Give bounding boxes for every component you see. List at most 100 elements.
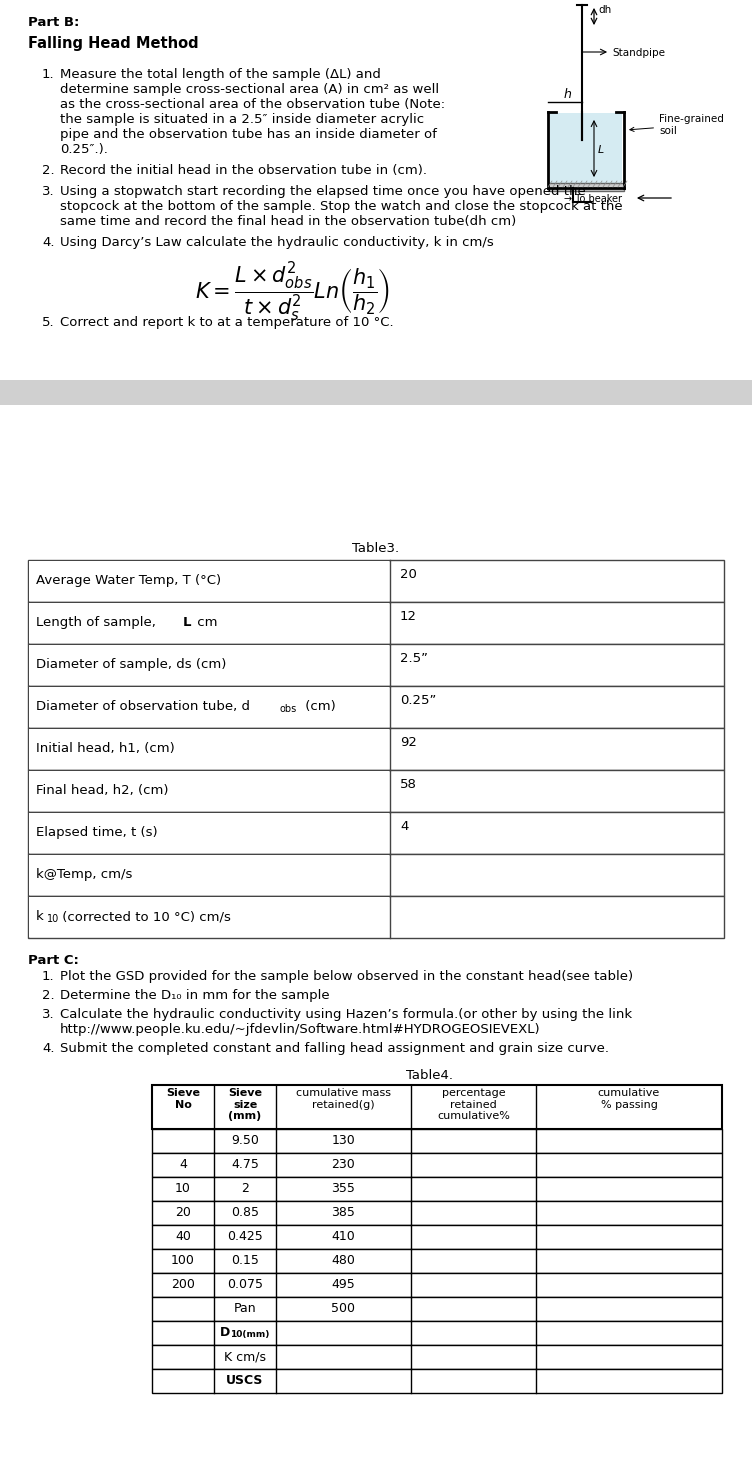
- Text: same time and record the final head in the observation tube(dh cm): same time and record the final head in t…: [60, 216, 517, 229]
- Bar: [152, 1129, 722, 1152]
- Text: Using Darcy’s Law calculate the hydraulic conductivity, k in cm/s: Using Darcy’s Law calculate the hydrauli…: [60, 236, 494, 249]
- Text: 0.85: 0.85: [231, 1207, 259, 1220]
- Text: 9.50: 9.50: [231, 1135, 259, 1146]
- Text: 10: 10: [47, 913, 59, 924]
- Text: 92: 92: [400, 736, 417, 749]
- Bar: [548, 183, 624, 191]
- Text: Average Water Temp, T (°C): Average Water Temp, T (°C): [36, 575, 221, 586]
- Text: http://www.people.ku.edu/~jfdevlin/Software.html#HYDROGEOSIEVEXL): http://www.people.ku.edu/~jfdevlin/Softw…: [60, 1023, 541, 1036]
- Text: h: h: [564, 88, 572, 101]
- Text: Record the initial head in the observation tube in (cm).: Record the initial head in the observati…: [60, 164, 427, 177]
- Bar: [550, 113, 622, 188]
- Text: Part C:: Part C:: [28, 954, 79, 968]
- Text: 3.: 3.: [42, 185, 55, 198]
- Bar: [29, 897, 389, 937]
- Text: Determine the D₁₀ in mm for the sample: Determine the D₁₀ in mm for the sample: [60, 990, 329, 1001]
- Text: $K = \dfrac{L \times d^2_{obs}}{t \times d^2_s} Ln\left(\dfrac{h_1}{h_2}\right)$: $K = \dfrac{L \times d^2_{obs}}{t \times…: [195, 261, 390, 324]
- Text: USCS: USCS: [226, 1374, 264, 1387]
- Text: Pan: Pan: [234, 1302, 256, 1315]
- Text: 0.25″.).: 0.25″.).: [60, 144, 108, 155]
- Bar: [28, 644, 724, 686]
- Text: Falling Head Method: Falling Head Method: [28, 37, 199, 51]
- Text: K cm/s: K cm/s: [224, 1350, 266, 1363]
- Text: pipe and the observation tube has an inside diameter of: pipe and the observation tube has an ins…: [60, 128, 437, 141]
- Text: k: k: [36, 910, 44, 924]
- Text: obs: obs: [280, 704, 297, 714]
- Text: Diameter of sample, ds (cm): Diameter of sample, ds (cm): [36, 658, 226, 671]
- Bar: [28, 855, 724, 896]
- Text: Final head, h2, (cm): Final head, h2, (cm): [36, 784, 168, 798]
- Text: Plot the GSD provided for the sample below observed in the constant head(see tab: Plot the GSD provided for the sample bel…: [60, 970, 633, 984]
- Text: 10(mm): 10(mm): [230, 1330, 269, 1338]
- Text: Standpipe: Standpipe: [612, 48, 665, 59]
- Text: Initial head, h1, (cm): Initial head, h1, (cm): [36, 742, 174, 755]
- Text: 410: 410: [332, 1230, 356, 1243]
- Text: 2.: 2.: [42, 164, 55, 177]
- Text: the sample is situated in a 2.5″ inside diameter acrylic: the sample is situated in a 2.5″ inside …: [60, 113, 424, 126]
- Text: 200: 200: [171, 1278, 195, 1292]
- Text: 58: 58: [400, 778, 417, 792]
- Text: 12: 12: [400, 610, 417, 623]
- Text: Length of sample,: Length of sample,: [36, 616, 160, 629]
- Text: 3.: 3.: [42, 1009, 55, 1020]
- Text: 2: 2: [241, 1182, 249, 1195]
- Text: (corrected to 10 °C) cm/s: (corrected to 10 °C) cm/s: [58, 910, 231, 924]
- Text: 20: 20: [175, 1207, 191, 1220]
- Text: Fine-grained
soil: Fine-grained soil: [630, 114, 724, 136]
- Text: 480: 480: [332, 1253, 356, 1267]
- Text: Table3.: Table3.: [353, 542, 399, 556]
- Text: 500: 500: [332, 1302, 356, 1315]
- Text: (cm): (cm): [301, 699, 335, 712]
- Text: 130: 130: [332, 1135, 356, 1146]
- Bar: [29, 855, 389, 896]
- Text: 40: 40: [175, 1230, 191, 1243]
- Bar: [28, 896, 724, 938]
- Bar: [29, 729, 389, 770]
- Bar: [152, 1272, 722, 1297]
- Text: Sieve
size
(mm): Sieve size (mm): [228, 1088, 262, 1121]
- Text: cumulative mass
retained(g): cumulative mass retained(g): [296, 1088, 391, 1110]
- Text: 230: 230: [332, 1158, 356, 1171]
- Bar: [29, 603, 389, 644]
- Text: dh: dh: [598, 4, 611, 15]
- Text: 355: 355: [332, 1182, 356, 1195]
- Text: 10: 10: [175, 1182, 191, 1195]
- Text: → To beaker: → To beaker: [564, 194, 622, 204]
- Text: 385: 385: [332, 1207, 356, 1220]
- Text: percentage
retained
cumulative%: percentage retained cumulative%: [437, 1088, 510, 1121]
- Text: 0.25”: 0.25”: [400, 693, 436, 707]
- Text: 4: 4: [179, 1158, 187, 1171]
- Bar: [29, 645, 389, 685]
- Bar: [29, 814, 389, 853]
- Text: 1.: 1.: [42, 970, 55, 984]
- Text: Diameter of observation tube, d: Diameter of observation tube, d: [36, 699, 250, 712]
- Text: as the cross-sectional area of the observation tube (Note:: as the cross-sectional area of the obser…: [60, 98, 445, 111]
- Text: Using a stopwatch start recording the elapsed time once you have opened the: Using a stopwatch start recording the el…: [60, 185, 586, 198]
- Text: Elapsed time, t (s): Elapsed time, t (s): [36, 825, 158, 839]
- Text: 2.: 2.: [42, 990, 55, 1001]
- Bar: [152, 1369, 722, 1393]
- Bar: [0, 380, 752, 405]
- Text: Correct and report k to at a temperature of 10 °C.: Correct and report k to at a temperature…: [60, 317, 393, 328]
- Text: cumulative
% passing: cumulative % passing: [598, 1088, 660, 1110]
- Text: Measure the total length of the sample (ΔL) and: Measure the total length of the sample (…: [60, 67, 381, 81]
- Text: Part B:: Part B:: [28, 16, 80, 29]
- Text: 100: 100: [171, 1253, 195, 1267]
- Bar: [152, 1085, 722, 1129]
- Text: 1.: 1.: [42, 67, 55, 81]
- Bar: [28, 560, 724, 603]
- Text: cm: cm: [193, 616, 217, 629]
- Bar: [28, 812, 724, 855]
- Text: 0.075: 0.075: [227, 1278, 263, 1292]
- Bar: [29, 688, 389, 727]
- Text: 0.425: 0.425: [227, 1230, 263, 1243]
- Text: Sieve
No: Sieve No: [166, 1088, 200, 1110]
- Bar: [152, 1297, 722, 1321]
- Text: 0.15: 0.15: [231, 1253, 259, 1267]
- Text: 4.: 4.: [42, 1042, 54, 1056]
- Text: L: L: [183, 616, 192, 629]
- Text: 4.75: 4.75: [231, 1158, 259, 1171]
- Text: L: L: [598, 145, 605, 155]
- Text: 4: 4: [400, 819, 408, 833]
- Bar: [28, 729, 724, 770]
